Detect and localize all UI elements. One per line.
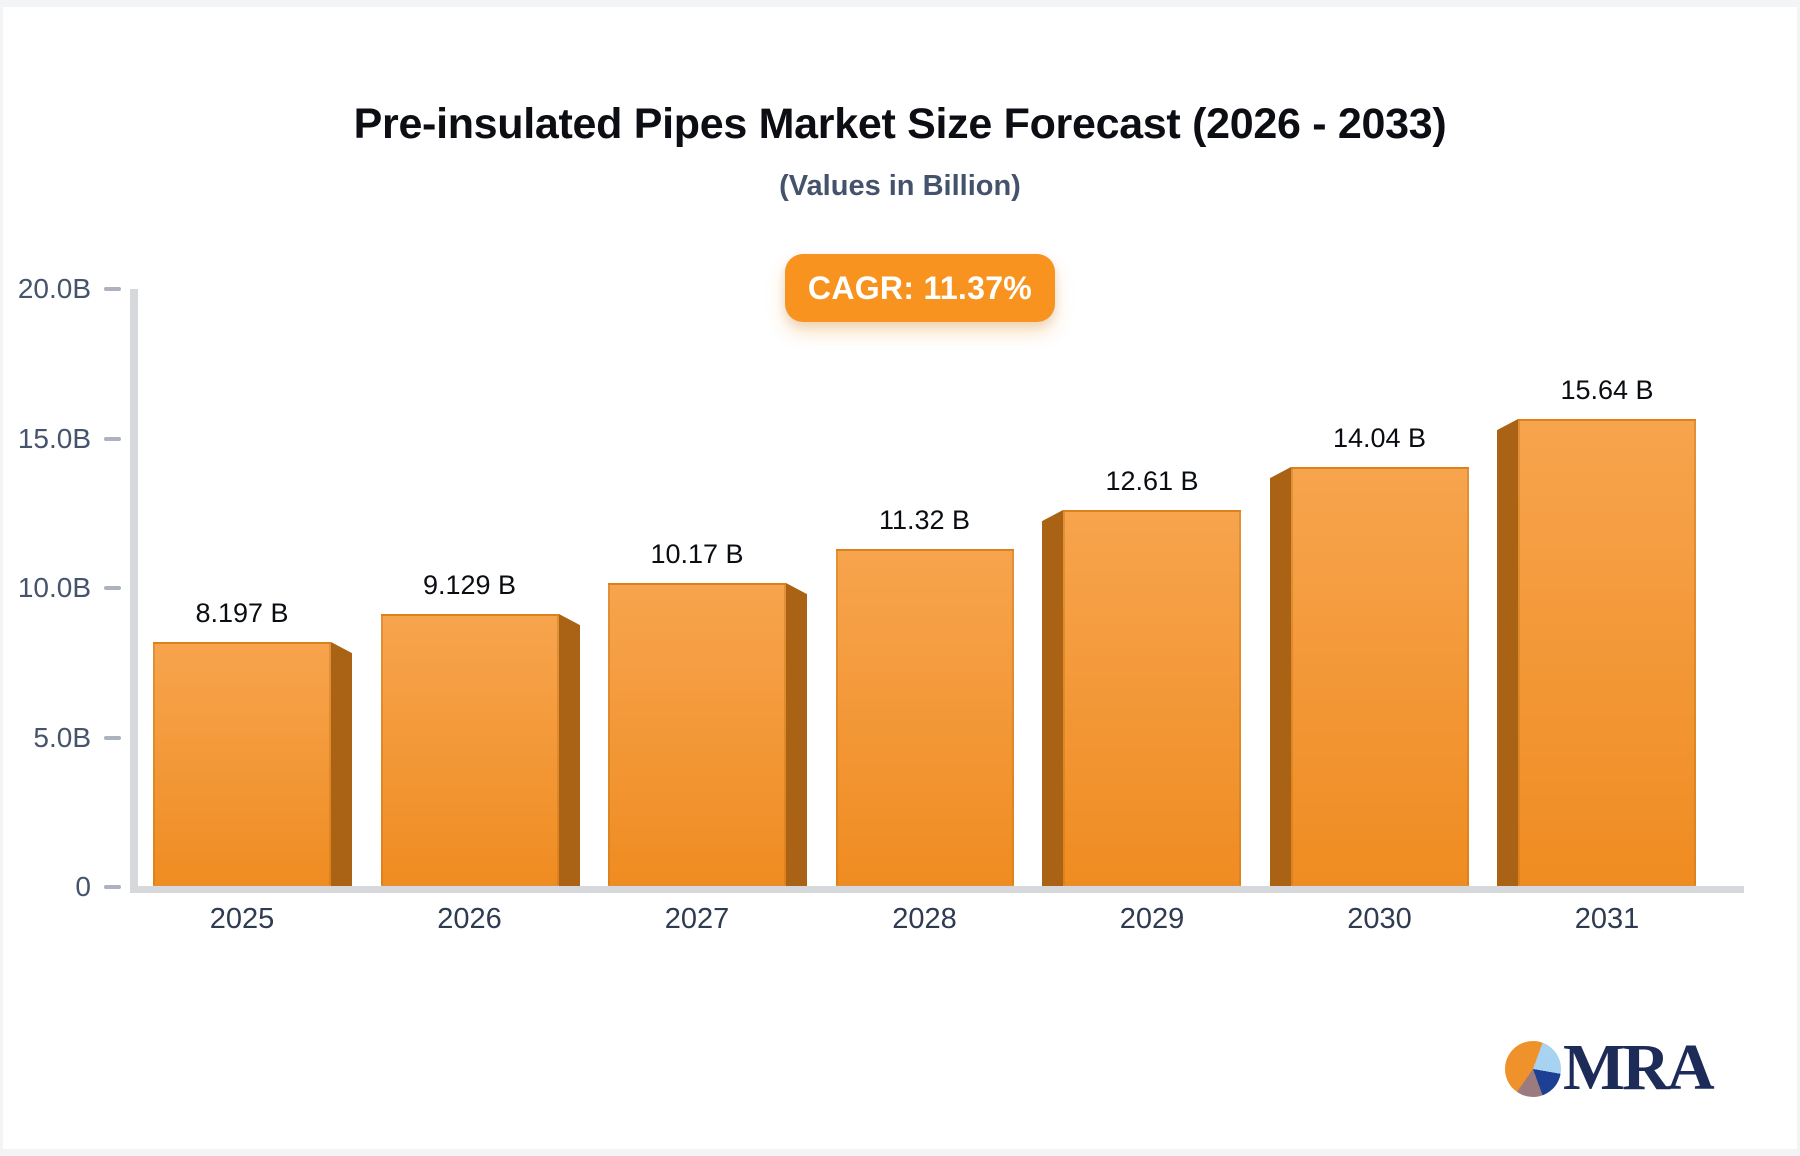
y-axis-tick — [104, 287, 121, 291]
y-axis-label-20.0B: 20.0B — [17, 273, 91, 304]
x-axis-label-2030: 2030 — [1347, 903, 1412, 935]
bar-face-2030 — [1290, 467, 1469, 887]
bar-2027 — [587, 582, 807, 887]
x-axis-line — [130, 886, 1744, 893]
bar-2029 — [1042, 509, 1262, 887]
bar-face-2031 — [1518, 419, 1696, 887]
x-axis-label-2029: 2029 — [1119, 903, 1185, 935]
x-axis-label-2025: 2025 — [209, 903, 275, 935]
bar-2030 — [1269, 467, 1490, 887]
y-axis-label-0: 0 — [75, 871, 91, 902]
x-axis-label-2031: 2031 — [1574, 903, 1640, 935]
pie-chart-logo-icon — [1505, 1041, 1561, 1097]
x-axis-label-2026: 2026 — [437, 903, 502, 935]
page-edge-bottom — [0, 1149, 1800, 1156]
y-axis-tick — [104, 735, 121, 740]
value-label-2031: 15.64 B — [1560, 375, 1654, 406]
value-label-2027: 10.17 B — [650, 538, 744, 569]
brand-logo-text: MRA — [1563, 1031, 1715, 1104]
bar-2026 — [360, 614, 580, 887]
value-label-2025: 8.197 B — [195, 597, 289, 628]
y-axis-tick — [104, 885, 121, 889]
bar-2028 — [815, 548, 1035, 887]
page-edge-right — [1797, 0, 1800, 1156]
y-axis-label-15.0B: 15.0B — [17, 422, 91, 454]
y-axis-label-5.0B: 5.0B — [33, 721, 91, 753]
bar-3d-side-2027 — [786, 582, 807, 887]
bar-face-2028 — [835, 548, 1014, 887]
value-label-2029: 12.61 B — [1105, 465, 1199, 496]
bar-3d-side-2031 — [1497, 419, 1518, 887]
y-axis-label-10.0B: 10.0B — [17, 572, 91, 603]
x-axis-label-2027: 2027 — [664, 903, 730, 935]
y-axis-tick — [104, 436, 121, 441]
bar-face-2025 — [153, 641, 331, 887]
page-edge-top — [0, 0, 1800, 7]
y-axis-tick — [104, 586, 121, 590]
bar-2025 — [132, 641, 352, 887]
bar-3d-side-2029 — [1042, 509, 1063, 887]
bar-2031 — [1497, 419, 1717, 887]
cagr-badge: CAGR: 11.37% — [785, 254, 1055, 322]
bar-face-2029 — [1063, 509, 1241, 887]
bar-face-2027 — [608, 582, 786, 887]
page-edge-left — [0, 0, 3, 1156]
value-label-2026: 9.129 B — [422, 570, 517, 601]
bar-3d-side-2026 — [558, 614, 580, 887]
chart-title: Pre-insulated Pipes Market Size Forecast… — [353, 100, 1447, 148]
chart-card: Pre-insulated Pipes Market Size Forecast… — [3, 7, 1797, 1149]
value-label-2030: 14.04 B — [1332, 423, 1427, 454]
bar-3d-side-2025 — [331, 641, 352, 887]
chart-subtitle: (Values in Billion) — [779, 170, 1021, 202]
value-label-2028: 11.32 B — [878, 504, 971, 535]
bar-3d-side-2030 — [1269, 467, 1291, 887]
x-axis-label-2028: 2028 — [892, 903, 957, 935]
plot-area: 20.0B 15.0B 10.0B 5.0B 0 8.197 B 2025 9.129 B 2… — [3, 7, 1797, 1149]
y-axis-line — [130, 289, 138, 893]
bar-face-2026 — [380, 614, 559, 887]
